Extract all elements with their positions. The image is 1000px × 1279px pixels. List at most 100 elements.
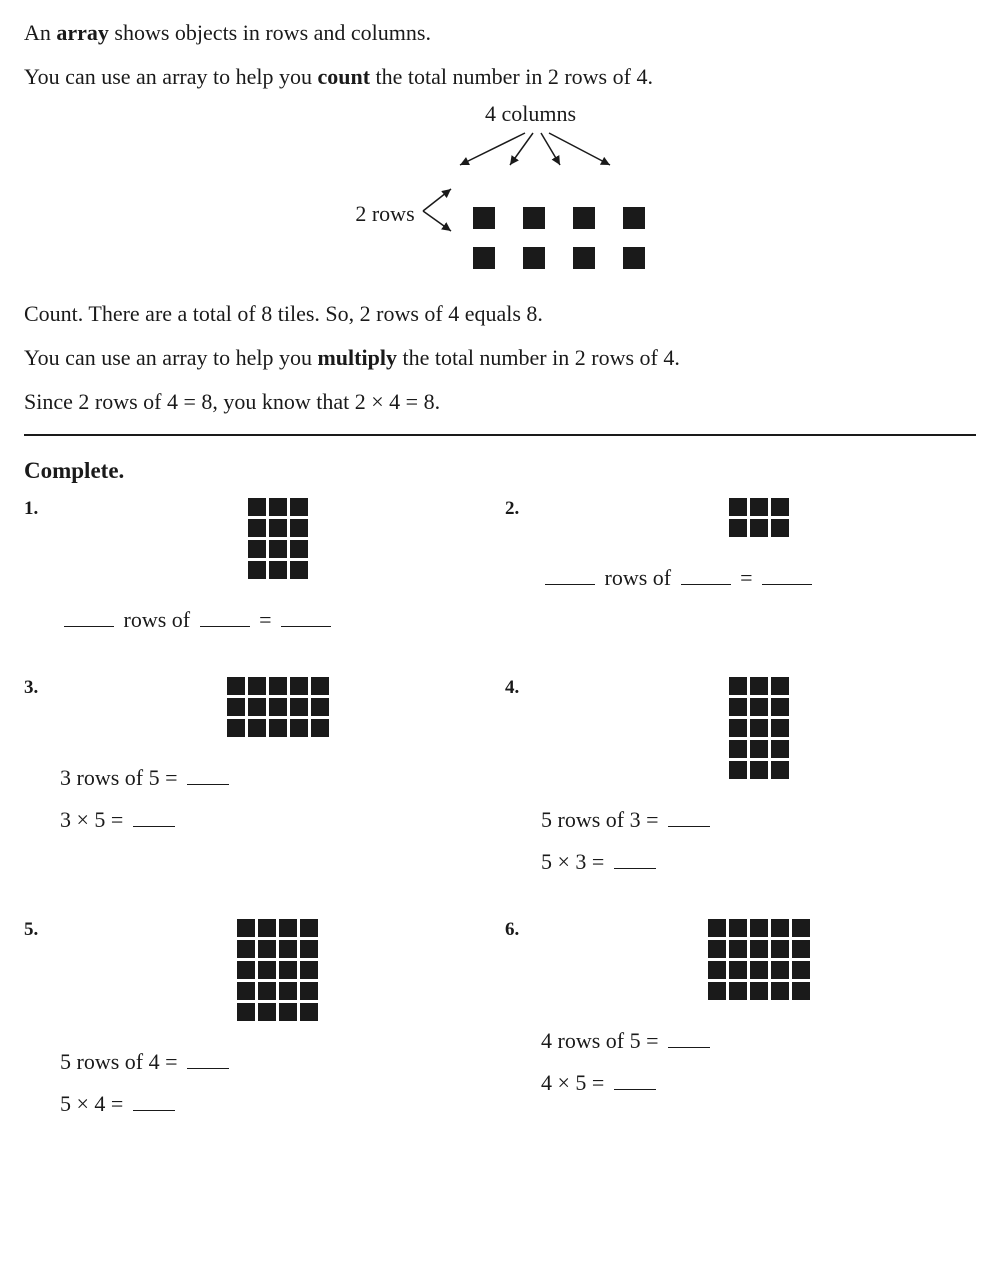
array-tile	[729, 740, 747, 758]
array-tile	[750, 940, 768, 958]
problem-line: 4 × 5 =	[541, 1062, 976, 1104]
array-tile	[237, 940, 255, 958]
array-tile	[708, 940, 726, 958]
array-tile	[750, 761, 768, 779]
problem-array	[729, 677, 789, 779]
array-tile	[573, 207, 595, 229]
array-tile	[290, 498, 308, 516]
array-tile	[473, 207, 495, 229]
problem-number: 2.	[505, 498, 519, 520]
answer-blank[interactable]	[668, 1027, 710, 1048]
array-tile	[729, 719, 747, 737]
equation-text: 3 rows of 5 =	[60, 765, 183, 790]
array-tile	[771, 677, 789, 695]
array-tile	[290, 677, 308, 695]
problem-line: 5 × 4 =	[60, 1083, 495, 1125]
problem-text: rows of =	[60, 599, 495, 641]
array-tile	[771, 498, 789, 516]
answer-blank[interactable]	[200, 607, 250, 628]
problem-number: 4.	[505, 677, 519, 699]
array-tile	[248, 677, 266, 695]
array-tile	[771, 698, 789, 716]
array-tile	[771, 519, 789, 537]
problem-array	[227, 677, 329, 737]
problem-line: rows of =	[60, 599, 495, 641]
equation-text: 5 × 3 =	[541, 849, 610, 874]
array-tile	[771, 719, 789, 737]
array-tile	[750, 677, 768, 695]
columns-arrows-icon	[455, 133, 655, 179]
problem-array	[729, 498, 789, 537]
problem-array	[708, 919, 810, 1000]
problem-text: 4 rows of 5 = 4 × 5 =	[541, 1020, 976, 1104]
answer-blank[interactable]	[187, 1048, 229, 1069]
array-tile	[258, 982, 276, 1000]
array-tile	[248, 698, 266, 716]
array-tile	[729, 677, 747, 695]
array-tile	[290, 519, 308, 537]
equation-text: 5 rows of 3 =	[541, 807, 664, 832]
array-tile	[792, 940, 810, 958]
array-tile	[771, 740, 789, 758]
array-tile	[269, 498, 287, 516]
answer-blank[interactable]	[187, 764, 229, 785]
array-tile	[750, 519, 768, 537]
section-heading: Complete.	[24, 458, 976, 484]
array-tile	[279, 982, 297, 1000]
problems-grid: 1. rows of = 2. rows of = 3.3 rows of 5 …	[24, 498, 976, 1124]
intro-p4: You can use an array to help you multipl…	[24, 343, 976, 373]
answer-blank[interactable]	[545, 565, 595, 586]
array-tile	[750, 740, 768, 758]
array-tile	[290, 719, 308, 737]
array-tile	[771, 982, 789, 1000]
problem-text: 5 rows of 3 = 5 × 3 =	[541, 799, 976, 883]
array-tile	[248, 498, 266, 516]
array-tile	[279, 919, 297, 937]
problem-line: 5 rows of 4 =	[60, 1041, 495, 1083]
intro-p4-post: the total number in 2 rows of 4.	[397, 345, 680, 370]
intro-p5: Since 2 rows of 4 = 8, you know that 2 ×…	[24, 387, 976, 417]
intro-p1-post: shows objects in rows and columns.	[109, 20, 431, 45]
problem-line: 3 × 5 =	[60, 799, 495, 841]
array-tile	[750, 498, 768, 516]
array-tile	[237, 919, 255, 937]
array-tile	[300, 1003, 318, 1021]
array-tile	[729, 961, 747, 979]
answer-blank[interactable]	[64, 607, 114, 628]
intro-p4-bold: multiply	[317, 345, 396, 370]
intro-section: An array shows objects in rows and colum…	[24, 18, 976, 416]
array-tile	[258, 1003, 276, 1021]
array-tile	[269, 561, 287, 579]
array-tile	[771, 761, 789, 779]
answer-blank[interactable]	[762, 565, 812, 586]
array-tile	[523, 247, 545, 269]
array-tile	[750, 698, 768, 716]
answer-blank[interactable]	[133, 1090, 175, 1111]
answer-blank[interactable]	[668, 806, 710, 827]
array-tile	[729, 498, 747, 516]
answer-blank[interactable]	[614, 1069, 656, 1090]
rows-label: 2 rows	[355, 201, 414, 227]
array-tile	[237, 982, 255, 1000]
array-tile	[311, 677, 329, 695]
intro-p3: Count. There are a total of 8 tiles. So,…	[24, 299, 976, 329]
answer-blank[interactable]	[614, 848, 656, 869]
array-tile	[708, 961, 726, 979]
equation-text: 4 × 5 =	[541, 1070, 610, 1095]
problem-line: 4 rows of 5 =	[541, 1020, 976, 1062]
rows-of-label: rows of	[118, 607, 196, 632]
problem: 5. 5 rows of 4 = 5 × 4 =	[24, 919, 495, 1125]
problem-array	[248, 498, 308, 579]
answer-blank[interactable]	[281, 607, 331, 628]
problem-number: 5.	[24, 919, 38, 941]
array-tile	[258, 961, 276, 979]
array-tile	[771, 919, 789, 937]
problem-text: 3 rows of 5 = 3 × 5 =	[60, 757, 495, 841]
array-tile	[279, 1003, 297, 1021]
array-tile	[311, 698, 329, 716]
answer-blank[interactable]	[681, 565, 731, 586]
array-tile	[269, 677, 287, 695]
answer-blank[interactable]	[133, 806, 175, 827]
equation-text: 5 × 4 =	[60, 1091, 129, 1116]
equals-label: =	[735, 565, 758, 590]
